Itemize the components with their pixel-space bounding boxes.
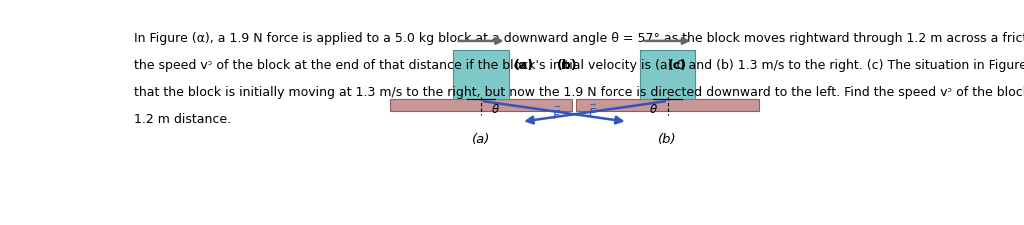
Text: 1.2 m distance.: 1.2 m distance. — [134, 113, 231, 126]
Text: (a): (a) — [514, 59, 535, 72]
Text: the speed vᵓ of the block at the end of that distance if the block's initial vel: the speed vᵓ of the block at the end of … — [134, 59, 1024, 72]
Text: (c): (c) — [668, 59, 687, 72]
Text: $\vec{F}$: $\vec{F}$ — [552, 105, 561, 123]
Text: the speed vᵓ of the block at the end of that distance if the block's initial vel: the speed vᵓ of the block at the end of … — [134, 59, 1024, 72]
Text: that the block is initially moving at 1.3 m/s to the right, but now the 1.9 N fo: that the block is initially moving at 1.… — [134, 86, 1024, 99]
Bar — [577, 100, 759, 112]
Text: $\theta$: $\theta$ — [490, 103, 500, 116]
Text: $\vec{F}$: $\vec{F}$ — [588, 103, 597, 120]
Text: In Figure (α), a 1.9 N force is applied to a 5.0 kg block at a downward angle θ : In Figure (α), a 1.9 N force is applied … — [134, 32, 1024, 45]
Bar — [390, 100, 572, 112]
Bar — [640, 51, 695, 100]
Text: $\theta$: $\theta$ — [649, 103, 658, 116]
Bar — [454, 51, 509, 100]
Text: (a): (a) — [472, 133, 490, 146]
Text: (b): (b) — [557, 59, 578, 72]
Text: (b): (b) — [658, 133, 677, 146]
